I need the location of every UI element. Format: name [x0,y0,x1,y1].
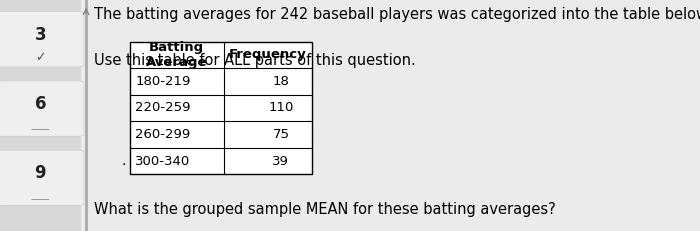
Text: Batting
Average: Batting Average [146,41,207,69]
FancyBboxPatch shape [0,12,84,67]
FancyBboxPatch shape [0,150,84,206]
Text: 75: 75 [272,128,289,141]
Text: 3: 3 [34,26,46,44]
Text: Frequency: Frequency [229,48,307,61]
Text: 9: 9 [34,164,46,182]
Text: 110: 110 [268,101,293,115]
Text: 300-340: 300-340 [135,155,190,168]
Text: ✓: ✓ [35,51,46,64]
Text: 260-299: 260-299 [135,128,190,141]
Text: ——: —— [31,194,50,204]
Text: 220-259: 220-259 [135,101,190,115]
Bar [0,0,80,231]
Text: 180-219: 180-219 [135,75,190,88]
Text: The batting averages for 242 baseball players was categorized into the table bel: The batting averages for 242 baseball pl… [94,7,700,22]
FancyBboxPatch shape [0,81,84,136]
Text: ——: —— [31,124,50,134]
Text: 6: 6 [34,95,46,113]
Bar [130,42,312,174]
Text: Use this table for ALL parts of this question.: Use this table for ALL parts of this que… [94,53,416,68]
Text: .: . [122,154,126,168]
Text: 18: 18 [272,75,289,88]
Text: What is the grouped sample MEAN for these batting averages?: What is the grouped sample MEAN for thes… [94,202,556,217]
Text: 39: 39 [272,155,289,168]
